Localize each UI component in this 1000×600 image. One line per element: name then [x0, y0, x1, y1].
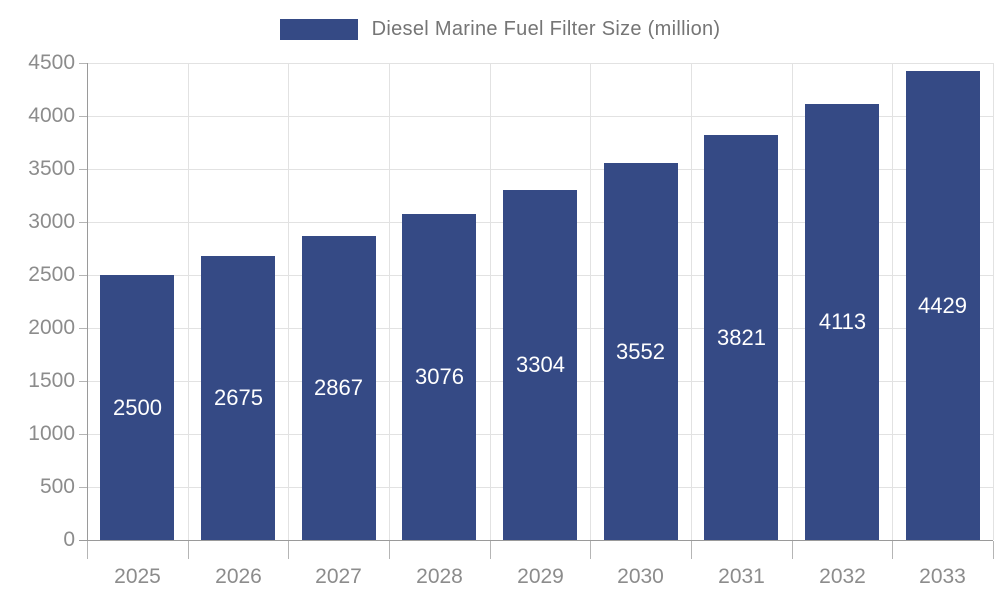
- gridline-vertical: [389, 63, 390, 540]
- y-axis-tick: [79, 381, 87, 382]
- y-axis-tick: [79, 328, 87, 329]
- y-axis-tick: [79, 487, 87, 488]
- x-axis-tick-label: 2032: [819, 565, 866, 588]
- x-axis-tick-label: 2028: [416, 565, 463, 588]
- bar[interactable]: [604, 163, 678, 540]
- y-axis-tick-label: 0: [63, 528, 75, 551]
- x-axis-tick: [993, 541, 994, 559]
- x-axis-tick: [792, 541, 793, 559]
- x-axis-tick-label: 2031: [718, 565, 765, 588]
- gridline-horizontal: [87, 116, 993, 117]
- bar[interactable]: [704, 135, 778, 540]
- y-axis-tick: [79, 275, 87, 276]
- bar-value-label: 2500: [113, 395, 162, 420]
- y-axis-tick: [79, 63, 87, 64]
- gridline-vertical: [188, 63, 189, 540]
- y-axis-tick-label: 500: [39, 475, 75, 498]
- bar[interactable]: [402, 214, 476, 540]
- y-axis-tick-label: 2000: [28, 316, 75, 339]
- y-axis-tick-label: 4500: [28, 51, 75, 74]
- y-axis-tick-label: 3500: [28, 157, 75, 180]
- gridline-vertical: [993, 63, 994, 540]
- x-axis-tick: [288, 541, 289, 559]
- x-axis-tick-label: 2033: [919, 565, 966, 588]
- bar-value-label: 3076: [415, 364, 464, 389]
- gridline-vertical: [590, 63, 591, 540]
- bar-value-label: 2867: [314, 375, 363, 400]
- x-axis-tick-label: 2030: [617, 565, 664, 588]
- x-axis-tick: [87, 541, 88, 559]
- bar-value-label: 3304: [516, 352, 565, 377]
- y-axis-tick-label: 4000: [28, 104, 75, 127]
- y-axis-tick: [79, 169, 87, 170]
- legend-swatch-icon: [279, 19, 358, 40]
- x-axis-tick: [590, 541, 591, 559]
- bar-value-label: 3821: [717, 325, 766, 350]
- gridline-vertical: [288, 63, 289, 540]
- y-axis-tick: [79, 434, 87, 435]
- chart-legend[interactable]: Diesel Marine Fuel Filter Size (million): [0, 18, 1000, 41]
- x-axis-tick: [188, 541, 189, 559]
- x-axis-tick-label: 2027: [315, 565, 362, 588]
- y-axis-tick: [79, 116, 87, 117]
- bar[interactable]: [503, 190, 577, 540]
- x-axis-tick: [892, 541, 893, 559]
- x-axis-tick: [691, 541, 692, 559]
- bar[interactable]: [805, 104, 879, 540]
- bar-value-label: 4429: [918, 293, 967, 318]
- gridline-vertical: [490, 63, 491, 540]
- bar[interactable]: [906, 71, 980, 540]
- bar[interactable]: [302, 236, 376, 540]
- gridline-horizontal: [87, 169, 993, 170]
- x-axis-line: [79, 540, 993, 541]
- legend-label: Diesel Marine Fuel Filter Size (million): [371, 18, 721, 40]
- gridline-vertical: [892, 63, 893, 540]
- gridline-vertical: [792, 63, 793, 540]
- bar-value-label: 3552: [616, 339, 665, 364]
- x-axis-tick-label: 2029: [517, 565, 564, 588]
- y-axis-tick-label: 3000: [28, 210, 75, 233]
- y-axis-tick-label: 1000: [28, 422, 75, 445]
- x-axis-tick: [389, 541, 390, 559]
- bar-value-label: 4113: [818, 309, 867, 334]
- x-axis-tick: [490, 541, 491, 559]
- x-axis-tick-label: 2025: [114, 565, 161, 588]
- gridline-vertical: [691, 63, 692, 540]
- bar-value-label: 2675: [214, 385, 263, 410]
- y-axis-tick-label: 2500: [28, 263, 75, 286]
- gridline-horizontal: [87, 63, 993, 64]
- y-axis-line: [87, 63, 88, 540]
- bar[interactable]: [100, 275, 174, 540]
- bar[interactable]: [201, 256, 275, 540]
- y-axis-tick: [79, 222, 87, 223]
- y-axis-tick-label: 1500: [28, 369, 75, 392]
- x-axis-tick-label: 2026: [215, 565, 262, 588]
